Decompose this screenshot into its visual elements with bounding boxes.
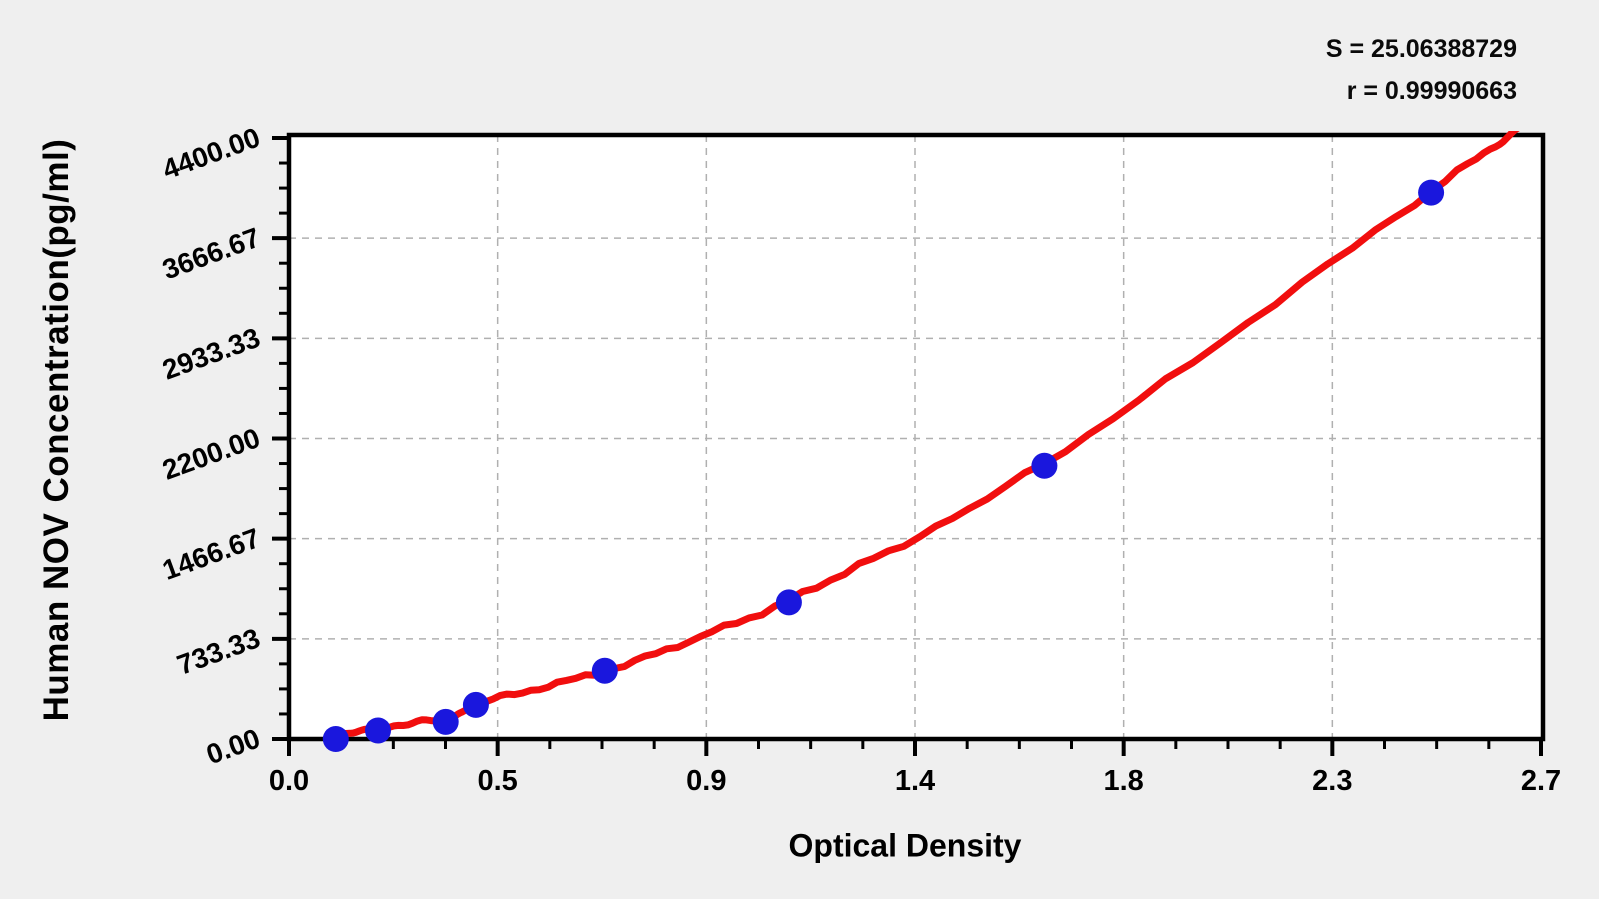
y-tick-label: 3666.67: [158, 222, 264, 286]
data-point: [365, 717, 391, 744]
y-tick-label: 0.00: [202, 723, 264, 771]
x-tick-label: 2.7: [1521, 765, 1561, 797]
x-tick-labels: 0.0 0.5 0.9 1.4 1.8 2.3 2.7: [269, 765, 1561, 797]
data-point: [775, 589, 802, 616]
x-tick-label: 0.5: [478, 765, 518, 797]
correlation-stat: r = 0.99990663: [1346, 77, 1517, 105]
data-points: [322, 179, 1445, 752]
data-point: [462, 691, 489, 718]
data-point: [591, 657, 618, 684]
y-tick-label: 1466.67: [158, 522, 264, 586]
data-point: [432, 708, 459, 735]
x-axis-title: Optical Density: [788, 827, 1022, 864]
data-point: [322, 726, 349, 752]
y-tick-label: 4400.00: [158, 122, 264, 186]
x-tick-label: 1.8: [1104, 765, 1144, 797]
fit-statistics: S = 25.06388729 r = 0.99990663: [1326, 28, 1517, 112]
x-tick-label: 0.9: [686, 765, 726, 797]
x-tick-label: 0.0: [269, 765, 309, 797]
data-point: [1418, 179, 1445, 206]
y-tick-label: 2200.00: [158, 422, 264, 486]
y-axis-title: Human NOV Concentration(pg/ml): [37, 138, 76, 722]
y-tick-labels: 0.00 733.33 1466.67 2200.00 2933.33 3666.67 44…: [158, 122, 264, 771]
x-tick-label: 1.4: [895, 765, 935, 797]
y-tick-label: 2933.33: [158, 322, 264, 386]
y-tick-label: 733.33: [173, 622, 264, 680]
slope-stat: S = 25.06388729: [1325, 35, 1517, 63]
x-tick-label: 2.3: [1312, 765, 1352, 797]
data-point: [1031, 452, 1058, 479]
standard-curve: [324, 131, 1520, 744]
axis-ticks: [272, 136, 1543, 756]
plot-background: [289, 135, 1543, 739]
